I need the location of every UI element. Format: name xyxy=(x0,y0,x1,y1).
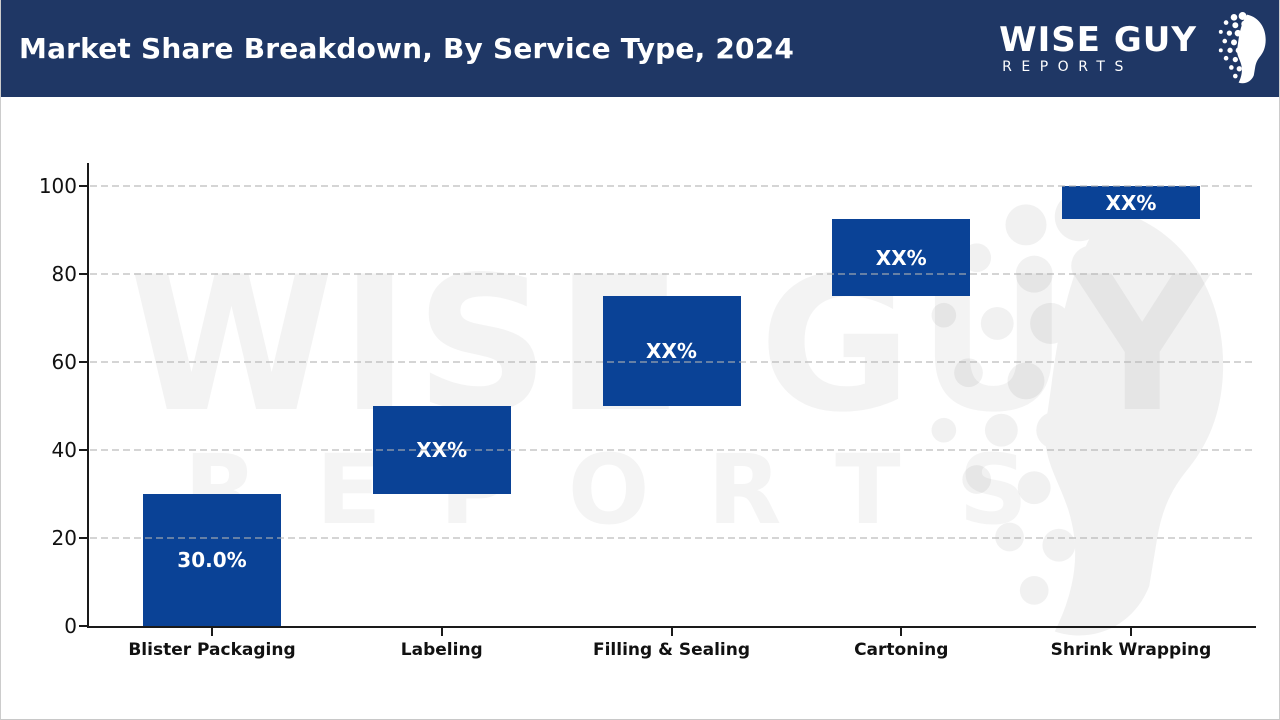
x-tick-mark xyxy=(670,628,673,636)
y-tick-mark xyxy=(79,449,87,451)
logo-head-icon xyxy=(1218,11,1266,83)
x-tick-mark xyxy=(440,628,443,636)
y-tick-mark xyxy=(79,537,87,539)
bar-shrink-wrapping: XX% xyxy=(1062,186,1200,219)
x-tick-label: Filling & Sealing xyxy=(592,640,751,660)
x-tick-label: Blister Packaging xyxy=(128,640,296,660)
x-tick-mark xyxy=(211,628,213,636)
bar-value-label: XX% xyxy=(646,339,697,363)
y-tick-label: 0 xyxy=(64,614,77,638)
y-tick-mark xyxy=(79,625,87,627)
gridline-y20 xyxy=(90,537,1254,539)
gridline-y40 xyxy=(90,449,1254,451)
x-axis-line xyxy=(87,626,1256,628)
y-tick-mark xyxy=(79,361,87,363)
logo-sub-text: REPORTS xyxy=(1002,59,1133,75)
bar-value-label: 30.0% xyxy=(177,548,247,572)
logo-text: WISE GUY REPORTS xyxy=(999,23,1197,74)
bar-blister-packaging: 30.0% xyxy=(143,494,281,626)
x-tick-label: Shrink Wrapping xyxy=(1050,640,1212,660)
watermark-text-2: REPORTS xyxy=(184,442,1086,538)
gridline-y80 xyxy=(90,273,1254,275)
x-tick-label: Labeling xyxy=(400,640,483,660)
y-tick-label: 80 xyxy=(51,262,77,286)
gridline-y60 xyxy=(90,361,1254,363)
bar-value-label: XX% xyxy=(1105,190,1157,215)
x-tick-mark xyxy=(900,628,903,636)
logo-brand-text: WISE GUY xyxy=(999,20,1197,60)
page-title: Market Share Breakdown, By Service Type,… xyxy=(19,32,795,65)
y-tick-label: 60 xyxy=(51,350,77,374)
bar-filling-sealing: XX% xyxy=(602,296,741,406)
bar-cartoning: XX% xyxy=(832,219,971,296)
y-tick-label: 20 xyxy=(51,526,77,550)
x-tick-label: Cartoning xyxy=(854,640,949,660)
header: Market Share Breakdown, By Service Type,… xyxy=(1,0,1279,97)
y-tick-label: 40 xyxy=(51,438,77,462)
y-tick-label: 100 xyxy=(38,174,77,198)
bar-value-label: XX% xyxy=(875,245,927,270)
x-tick-mark xyxy=(1130,628,1132,636)
y-tick-mark xyxy=(79,273,87,275)
gridline-y100 xyxy=(90,185,1254,187)
y-axis-line xyxy=(87,163,89,627)
y-tick-mark xyxy=(79,185,87,187)
wiseguy-logo: WISE GUY REPORTS xyxy=(999,11,1267,86)
